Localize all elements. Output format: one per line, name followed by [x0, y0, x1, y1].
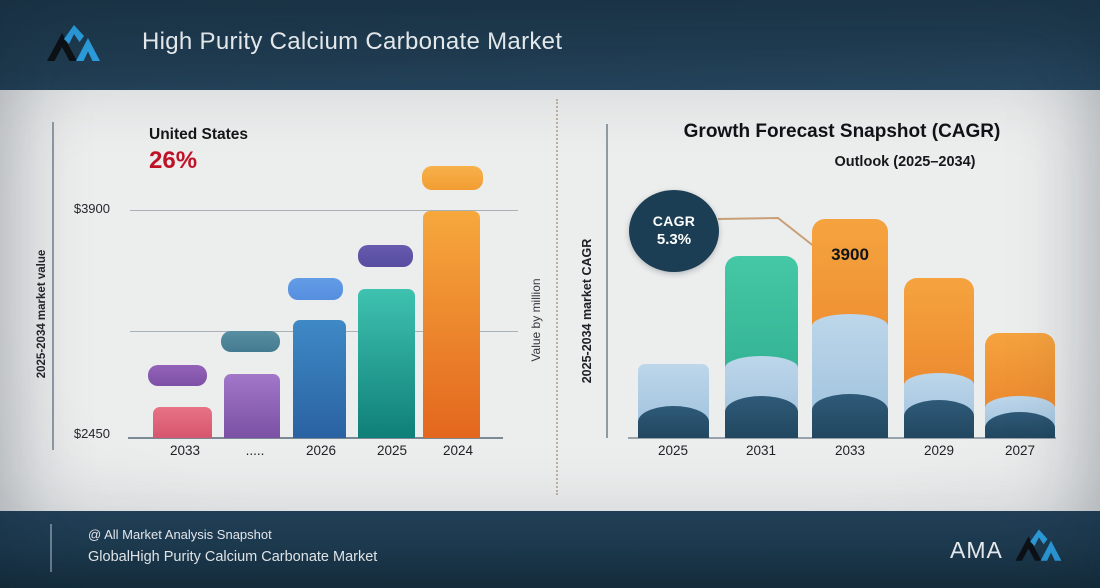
bar-segment-navy — [985, 412, 1055, 438]
x-axis-label: 2025 — [376, 443, 408, 458]
x-axis-label: ..... — [245, 443, 265, 458]
bar-cap-2033 — [148, 365, 207, 386]
gridline-3900 — [130, 210, 518, 211]
x-axis-label: 2033 — [169, 443, 201, 458]
bar-2026 — [293, 320, 346, 438]
bar-cap-2024 — [422, 166, 483, 190]
left-chart-title: United States — [149, 126, 249, 143]
footer-band — [0, 511, 1100, 588]
footer-divider — [50, 524, 52, 572]
bar-segment-navy — [638, 406, 709, 438]
bar-..... — [224, 374, 280, 438]
bar-segment-navy — [725, 396, 798, 438]
y-tick-3900: $3900 — [73, 201, 110, 216]
left-chart-highlight-value: 26% — [149, 147, 198, 174]
page-title: High Purity Calcium Carbonate Market — [142, 28, 563, 55]
bar-cap-2026 — [288, 278, 343, 300]
footer-brand-text: AMA — [950, 537, 1003, 563]
bar-cap-..... — [221, 331, 280, 352]
bar-2033 — [153, 407, 212, 438]
bar-2025 — [358, 289, 415, 438]
x-axis-label: 2031 — [745, 443, 777, 458]
x-axis-label: 2025 — [657, 443, 689, 458]
section-divider — [556, 99, 558, 495]
right-chart-subtitle: Outlook (2025–2034) — [834, 154, 976, 170]
bar-value-annotation: 3900 — [831, 245, 869, 264]
left-chart-y-axis — [52, 122, 54, 450]
ama-logo-icon — [47, 25, 100, 61]
bar-2024 — [423, 211, 480, 438]
footer-ama-logo-icon — [1015, 529, 1062, 561]
y-tick-2450: $2450 — [73, 426, 110, 441]
x-axis-label: 2026 — [305, 443, 337, 458]
header-band: High Purity Calcium Carbonate Market — [0, 0, 1100, 90]
x-axis-label: 2033 — [834, 443, 866, 458]
x-axis-label: 2027 — [1004, 443, 1036, 458]
bar-cap-2025 — [358, 245, 413, 267]
right-chart-y-axis — [606, 124, 608, 438]
footer-caption: @ All Market Analysis Snapshot — [88, 527, 272, 542]
bar-segment-navy — [904, 400, 974, 438]
footer-report-name: GlobalHigh Purity Calcium Carbonate Mark… — [88, 549, 378, 565]
x-axis-label: 2029 — [923, 443, 955, 458]
right-chart-title: Growth Forecast Snapshot (CAGR) — [683, 121, 1001, 142]
x-axis-label: 2024 — [442, 443, 474, 458]
cagr-badge-value: 5.3% — [656, 231, 692, 249]
bar-segment-navy — [812, 394, 888, 438]
cagr-badge: CAGR 5.3% — [629, 190, 719, 272]
cagr-badge-label: CAGR — [652, 213, 696, 230]
